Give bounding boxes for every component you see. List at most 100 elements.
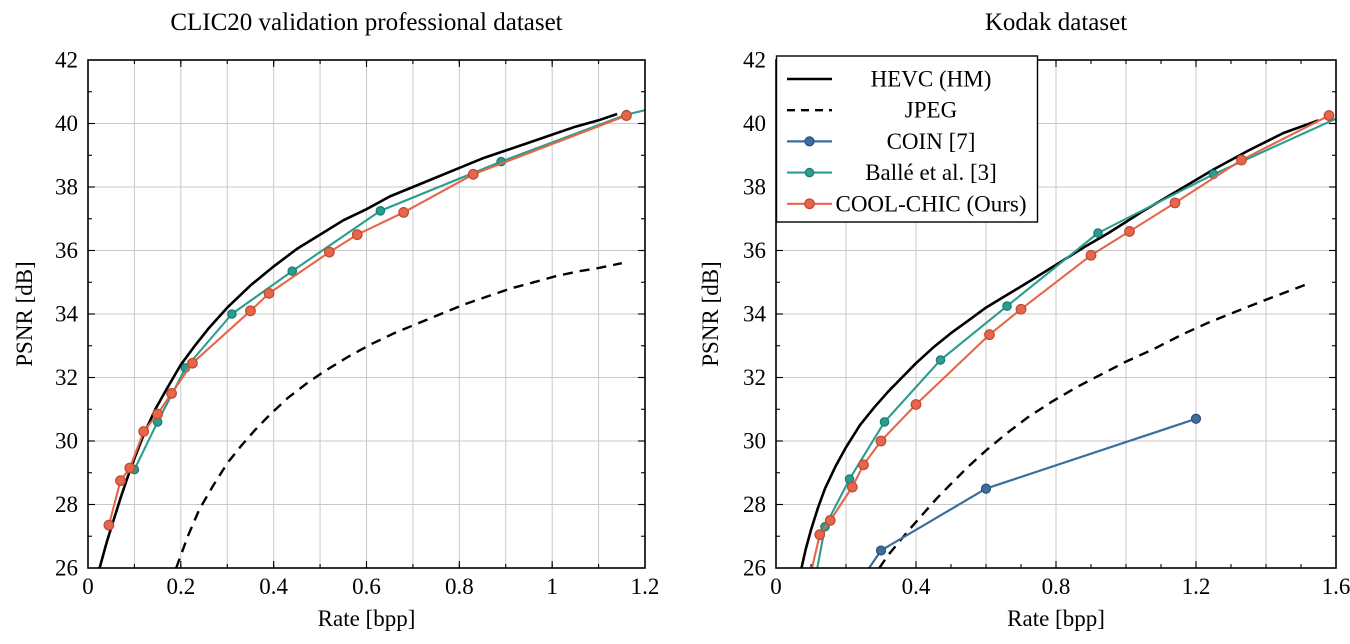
x-tick-label: 1.2 bbox=[1182, 574, 1211, 599]
left-x-axis-label: Rate [bpp] bbox=[317, 606, 416, 631]
x-tick-label: 0.8 bbox=[1042, 574, 1071, 599]
data-point-coolchic bbox=[166, 387, 177, 399]
plot-0: 0 0.2 0.4 0.6 0.8 1 1.2 26 28 30 32 34 36 38 40 42 bbox=[55, 48, 659, 600]
y-tick-label: 30 bbox=[55, 429, 78, 454]
legend-label: HEVC (HM) bbox=[871, 67, 992, 92]
data-point-coolchic bbox=[846, 481, 858, 493]
y-tick-label: 32 bbox=[55, 365, 78, 390]
data-point-coolchic bbox=[814, 529, 826, 541]
y-tick-label: 28 bbox=[55, 492, 78, 517]
legend-entry-balle: Ballé et al. [3] bbox=[787, 160, 997, 185]
y-tick-label: 42 bbox=[55, 48, 78, 73]
data-point-coin bbox=[875, 545, 887, 556]
data-point-coolchic bbox=[621, 110, 632, 121]
tick-labels: 0 0.2 0.4 0.6 0.8 1 1.2 26 28 30 32 34 36 38 40 42 bbox=[55, 48, 659, 600]
legend-label: Ballé et al. [3] bbox=[865, 160, 997, 185]
legend-entry-jpeg: JPEG bbox=[787, 98, 957, 123]
y-tick-label: 36 bbox=[55, 238, 78, 263]
data-point-balle bbox=[287, 266, 298, 276]
series-balle bbox=[129, 109, 646, 475]
left-plot-title: CLIC20 validation professional dataset bbox=[170, 9, 563, 36]
data-point-coin bbox=[1190, 413, 1202, 424]
series-hevc bbox=[98, 112, 618, 569]
data-point-balle bbox=[1093, 228, 1103, 238]
data-point-coolchic bbox=[1323, 110, 1335, 121]
data-point-coolchic bbox=[858, 459, 869, 471]
legend-label: COIN [7] bbox=[887, 129, 976, 154]
legend-label: JPEG bbox=[905, 98, 957, 123]
data-point-coolchic bbox=[245, 305, 256, 317]
y-tick-label: 34 bbox=[743, 302, 767, 327]
x-tick-label: 0 bbox=[770, 574, 782, 599]
data-point-coolchic bbox=[152, 408, 164, 420]
plot-border bbox=[775, 59, 1337, 569]
legend-label: COOL-CHIC (Ours) bbox=[835, 191, 1026, 216]
y-tick-label: 42 bbox=[743, 48, 766, 73]
data-point-balle bbox=[227, 309, 237, 319]
y-tick-label: 40 bbox=[55, 111, 78, 136]
left-y-axis-label: PSNR [dB] bbox=[12, 261, 37, 367]
right-x-axis-label: Rate [bpp] bbox=[1007, 606, 1105, 631]
data-point-balle bbox=[1002, 301, 1012, 311]
legend-entry-coin: COIN [7] bbox=[787, 129, 975, 154]
y-tick-label: 30 bbox=[743, 429, 766, 454]
y-tick-label: 26 bbox=[55, 556, 78, 581]
y-tick-label: 38 bbox=[55, 175, 78, 200]
y-tick-label: 26 bbox=[743, 556, 766, 581]
gridlines bbox=[776, 60, 1336, 568]
y-tick-label: 36 bbox=[743, 238, 766, 263]
x-tick-label: 0.6 bbox=[352, 574, 381, 599]
data-point-coolchic bbox=[187, 357, 198, 369]
x-tick-label: 1.6 bbox=[1322, 574, 1350, 599]
plot-border bbox=[87, 59, 646, 569]
y-tick-label: 34 bbox=[55, 302, 79, 327]
gridlines bbox=[88, 60, 645, 568]
x-tick-label: 0.4 bbox=[259, 574, 288, 599]
data-point-balle bbox=[375, 206, 386, 216]
legend-entry-hevc: HEVC (HM) bbox=[787, 67, 991, 92]
data-point-coolchic bbox=[323, 246, 335, 258]
series-coin bbox=[868, 413, 1202, 569]
legend: HEVC (HM) JPEG COIN [7] Ballé et al. [3] COO… bbox=[775, 55, 1039, 223]
x-tick-label: 1 bbox=[546, 574, 558, 599]
y-tick-label: 28 bbox=[743, 492, 766, 517]
right-y-axis-label: PSNR [dB] bbox=[698, 261, 723, 367]
tick-labels: 0 0.4 0.8 1.2 1.6 26 28 30 32 34 36 38 40 42 bbox=[743, 48, 1350, 600]
legend-marker-coolchic bbox=[804, 198, 815, 210]
data-point-coolchic bbox=[824, 514, 836, 526]
data-point-coolchic bbox=[1015, 303, 1027, 315]
legend-marker-balle bbox=[804, 167, 815, 178]
data-point-coolchic bbox=[103, 519, 115, 531]
data-point-coolchic bbox=[351, 229, 363, 241]
data-point-coolchic bbox=[138, 426, 150, 437]
data-point-coolchic bbox=[124, 462, 136, 474]
x-tick-label: 0.2 bbox=[166, 574, 195, 599]
series-coolchic bbox=[103, 110, 632, 531]
y-tick-label: 38 bbox=[743, 175, 766, 200]
series-jpeg bbox=[878, 282, 1309, 569]
y-tick-label: 40 bbox=[743, 111, 766, 136]
x-tick-label: 0.8 bbox=[445, 574, 474, 599]
legend-box bbox=[775, 55, 1039, 223]
y-tick-label: 32 bbox=[743, 365, 766, 390]
data-point-coolchic bbox=[910, 399, 922, 410]
data-point-coolchic bbox=[1085, 249, 1097, 261]
data-point-balle bbox=[879, 417, 890, 427]
plot-1: 0 0.4 0.8 1.2 1.6 26 28 30 32 34 36 38 40 42 HEVC (HM)… bbox=[743, 48, 1350, 600]
data-point-coolchic bbox=[467, 168, 479, 180]
x-tick-label: 1.2 bbox=[631, 574, 660, 599]
series-coolchic bbox=[810, 110, 1335, 569]
legend-marker-coin bbox=[804, 136, 815, 147]
data-point-coolchic bbox=[1236, 154, 1247, 166]
data-point-coolchic bbox=[1124, 226, 1135, 237]
data-point-coolchic bbox=[398, 206, 410, 218]
x-tick-label: 0.4 bbox=[902, 574, 931, 599]
data-point-coolchic bbox=[875, 435, 887, 447]
data-point-coolchic bbox=[263, 287, 275, 299]
data-point-coin bbox=[980, 483, 992, 494]
data-point-coolchic bbox=[1169, 197, 1181, 209]
x-tick-label: 0 bbox=[82, 574, 94, 599]
data-point-coolchic bbox=[984, 329, 995, 341]
